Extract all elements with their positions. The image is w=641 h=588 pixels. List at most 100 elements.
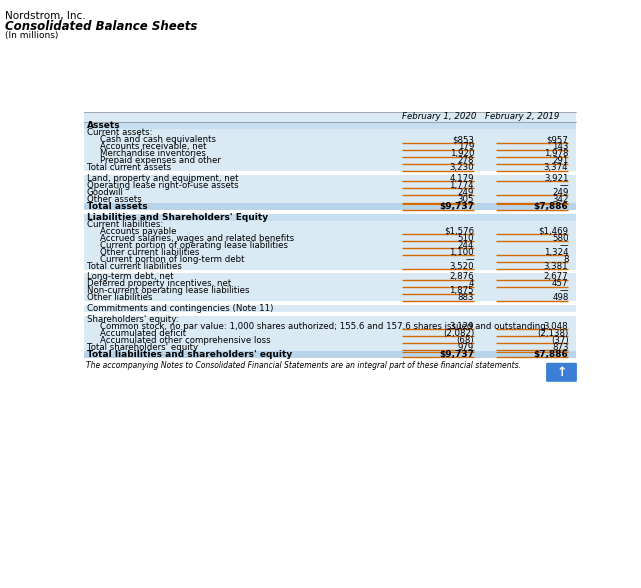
Text: Cash and cash equivalents: Cash and cash equivalents [101,135,217,144]
Text: 1,100: 1,100 [449,248,474,257]
Bar [84,171,576,175]
Bar [84,263,576,270]
Text: (37): (37) [551,336,569,345]
Bar [84,157,576,164]
Text: $1,576: $1,576 [444,226,474,236]
Text: $1,469: $1,469 [538,226,569,236]
Text: 2,876: 2,876 [449,272,474,282]
Bar [84,112,576,122]
Bar [84,136,576,143]
Bar [84,220,576,228]
Text: The accompanying Notes to Consolidated Financial Statements are an integral part: The accompanying Notes to Consolidated F… [86,362,520,370]
Text: Current liabilities:: Current liabilities: [87,220,163,229]
Text: 3,048: 3,048 [544,322,569,330]
Text: 580: 580 [552,233,569,243]
Text: 249: 249 [552,188,569,197]
Text: 143: 143 [552,142,569,151]
Bar [84,337,576,344]
Text: 3,381: 3,381 [544,262,569,270]
Bar [84,122,576,129]
Text: Operating lease right-of-use assets: Operating lease right-of-use assets [87,181,238,190]
Bar [84,305,576,312]
Text: 291: 291 [552,156,569,165]
Bar [84,249,576,256]
Text: Current portion of operating lease liabilities: Current portion of operating lease liabi… [101,240,288,250]
Text: $9,737: $9,737 [439,350,474,359]
Text: 179: 179 [458,142,474,151]
Text: Liabilities and Shareholders' Equity: Liabilities and Shareholders' Equity [87,213,268,222]
Text: Accounts receivable, net: Accounts receivable, net [101,142,207,151]
Text: (In millions): (In millions) [5,31,58,39]
Text: ↑: ↑ [556,366,567,379]
Text: February 2, 2019: February 2, 2019 [485,112,560,122]
Bar [84,295,576,302]
Text: Current assets:: Current assets: [87,128,152,137]
Text: Commitments and contingencies (Note 11): Commitments and contingencies (Note 11) [87,304,273,313]
Bar [84,182,576,189]
Text: Total assets: Total assets [87,202,147,211]
Text: 510: 510 [458,233,474,243]
Bar [84,203,576,210]
Text: —: — [465,255,474,263]
Text: —: — [560,181,569,190]
Text: Accumulated deficit: Accumulated deficit [101,329,187,338]
FancyBboxPatch shape [546,363,577,382]
Text: Current portion of long-term debt: Current portion of long-term debt [101,255,245,263]
Text: 1,978: 1,978 [544,149,569,158]
Bar [84,164,576,171]
Text: $853: $853 [452,135,474,144]
Text: Other assets: Other assets [87,195,141,204]
Bar [84,288,576,295]
Bar [84,175,576,182]
Bar [84,302,576,305]
Bar [84,312,576,316]
Text: —: — [560,286,569,295]
Text: 498: 498 [552,293,569,302]
Text: 342: 342 [552,195,569,204]
Bar [84,143,576,150]
Text: 244: 244 [458,240,474,250]
Text: Accumulated other comprehensive loss: Accumulated other comprehensive loss [101,336,271,345]
Text: Total shareholders' equity: Total shareholders' equity [87,343,197,352]
Text: Consolidated Balance Sheets: Consolidated Balance Sheets [5,20,197,33]
Bar [84,242,576,249]
Text: Accrued salaries, wages and related benefits: Accrued salaries, wages and related bene… [101,233,295,243]
Text: —: — [560,240,569,250]
Text: Merchandise inventories: Merchandise inventories [101,149,206,158]
Text: 1,324: 1,324 [544,248,569,257]
Text: 1,774: 1,774 [449,181,474,190]
Bar [84,316,576,323]
Text: Goodwill: Goodwill [87,188,124,197]
Text: 3,230: 3,230 [449,163,474,172]
Text: February 1, 2020: February 1, 2020 [402,112,476,122]
Text: 3,374: 3,374 [544,163,569,172]
Text: Total current liabilities: Total current liabilities [87,262,181,270]
Text: 873: 873 [552,343,569,352]
Bar [84,270,576,273]
Text: 4,179: 4,179 [449,174,474,183]
Bar [84,330,576,337]
Bar [84,150,576,157]
Text: (2,082): (2,082) [443,329,474,338]
Text: 8: 8 [563,255,569,263]
Text: Total current assets: Total current assets [87,163,171,172]
Text: 979: 979 [458,343,474,352]
Bar [84,235,576,242]
Bar [84,280,576,288]
Text: 1,920: 1,920 [449,149,474,158]
Bar [84,273,576,280]
Text: (68): (68) [456,336,474,345]
Bar [84,210,576,213]
Text: Shareholders' equity:: Shareholders' equity: [87,315,178,324]
Bar [84,323,576,330]
Text: Prepaid expenses and other: Prepaid expenses and other [101,156,221,165]
Text: Accounts payable: Accounts payable [101,226,177,236]
Text: 1,875: 1,875 [449,286,474,295]
Text: 3,520: 3,520 [449,262,474,270]
Text: 883: 883 [458,293,474,302]
Text: $7,886: $7,886 [534,202,569,211]
Text: $7,886: $7,886 [534,350,569,359]
Text: 278: 278 [458,156,474,165]
Bar [84,129,576,136]
Text: $957: $957 [547,135,569,144]
